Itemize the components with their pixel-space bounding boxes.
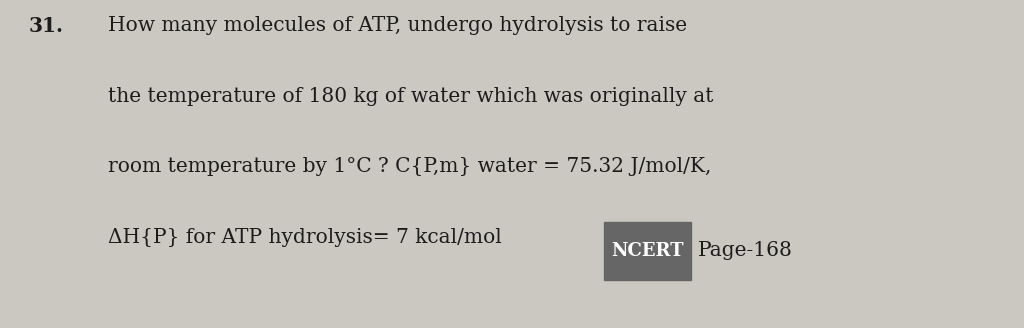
Text: room temperature by 1°C ? C{P,m} water = 75.32 J/mol/K,: room temperature by 1°C ? C{P,m} water =… [108, 157, 711, 176]
Text: ΔH{P} for ATP hydrolysis= 7 kcal/mol: ΔH{P} for ATP hydrolysis= 7 kcal/mol [108, 228, 502, 247]
Text: the temperature of 180 kg of water which was originally at: the temperature of 180 kg of water which… [108, 87, 713, 106]
FancyBboxPatch shape [604, 222, 691, 279]
Text: How many molecules of ATP, undergo hydrolysis to raise: How many molecules of ATP, undergo hydro… [108, 16, 687, 35]
Text: NCERT: NCERT [611, 242, 684, 260]
Text: Page-168: Page-168 [698, 241, 794, 260]
Text: 31.: 31. [29, 16, 63, 36]
